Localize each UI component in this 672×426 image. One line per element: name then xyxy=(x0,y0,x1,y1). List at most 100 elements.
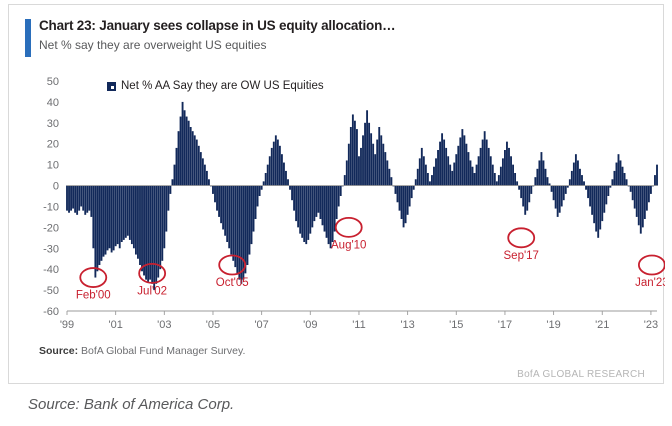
bar xyxy=(135,185,137,255)
bar xyxy=(319,185,322,219)
bar xyxy=(276,139,279,186)
bar xyxy=(301,185,304,238)
bar xyxy=(266,164,269,186)
bar xyxy=(449,164,452,186)
bar xyxy=(141,185,143,272)
bar xyxy=(499,166,502,186)
bar xyxy=(317,185,320,213)
bar xyxy=(254,185,257,219)
bar xyxy=(368,122,371,186)
bar xyxy=(508,147,510,186)
bar xyxy=(230,185,233,255)
bar xyxy=(187,120,190,186)
bar xyxy=(84,185,87,215)
bar xyxy=(431,175,433,186)
bar xyxy=(459,137,462,186)
bar xyxy=(633,185,636,209)
bar xyxy=(615,162,618,186)
y-axis-tick: 30 xyxy=(47,118,59,130)
bar xyxy=(163,185,166,249)
bar xyxy=(183,110,186,186)
bar xyxy=(522,185,525,207)
bar xyxy=(337,185,340,207)
bar xyxy=(378,127,381,186)
bar xyxy=(599,185,602,230)
bar xyxy=(424,164,427,186)
bar xyxy=(536,168,539,186)
bar xyxy=(585,185,587,190)
bar xyxy=(501,158,504,186)
bar xyxy=(226,185,229,242)
bar xyxy=(605,185,608,205)
bar xyxy=(388,168,391,186)
bar xyxy=(339,185,342,196)
bar xyxy=(329,185,332,249)
bar xyxy=(435,158,437,186)
bar xyxy=(321,185,324,226)
bar xyxy=(303,185,306,242)
bar xyxy=(581,175,583,186)
bar xyxy=(443,139,446,186)
bar xyxy=(285,170,287,186)
bar xyxy=(252,185,255,232)
research-watermark: BofA GLOBAL RESEARCH xyxy=(517,369,645,380)
bar xyxy=(270,147,273,186)
bar xyxy=(260,185,263,190)
bar xyxy=(309,185,312,234)
bar xyxy=(289,185,291,190)
bar xyxy=(504,150,506,186)
figure-caption: Source: Bank of America Corp. xyxy=(28,396,235,413)
bar xyxy=(159,185,162,270)
bar xyxy=(78,185,81,211)
bar xyxy=(441,133,444,186)
bar xyxy=(477,156,480,186)
bar xyxy=(327,185,330,245)
bar xyxy=(218,185,220,217)
bar xyxy=(70,185,72,211)
bar xyxy=(274,135,277,186)
bar xyxy=(408,185,411,207)
bar xyxy=(331,185,334,242)
bar xyxy=(534,177,537,186)
bar xyxy=(623,173,626,186)
bar xyxy=(481,139,484,186)
bar xyxy=(222,185,225,230)
bar xyxy=(579,168,581,186)
bar xyxy=(572,162,575,186)
chart-card: Chart 23: January sees collapse in US eq… xyxy=(8,4,665,384)
bar xyxy=(643,185,646,219)
bar xyxy=(116,185,119,245)
bar xyxy=(149,185,152,280)
bar xyxy=(473,173,476,186)
bar xyxy=(333,185,336,232)
bar xyxy=(232,185,235,261)
bar xyxy=(560,185,563,207)
bar xyxy=(406,185,409,215)
y-axis-tick: 20 xyxy=(47,139,59,151)
bar xyxy=(250,185,253,245)
legend-entry-label: Net % AA Say they are OW US Equities xyxy=(121,80,324,92)
bar xyxy=(412,185,415,190)
annotation-ellipse xyxy=(138,262,167,284)
bar xyxy=(422,156,425,186)
bar xyxy=(485,139,488,186)
bar xyxy=(114,185,117,247)
y-axis-tick: 40 xyxy=(47,97,59,109)
bar xyxy=(455,154,458,186)
bar xyxy=(426,173,429,186)
bar xyxy=(566,185,569,188)
bar xyxy=(216,185,218,211)
bar xyxy=(364,122,366,186)
bar xyxy=(297,185,300,228)
bar xyxy=(205,170,208,186)
bar xyxy=(386,160,389,186)
bar xyxy=(360,147,362,186)
bar xyxy=(112,185,115,251)
bar xyxy=(495,181,498,186)
bar xyxy=(376,139,379,186)
bar xyxy=(358,156,360,186)
bar xyxy=(356,129,358,186)
y-axis-tick: -20 xyxy=(43,222,59,234)
bar xyxy=(546,177,549,186)
bar xyxy=(96,185,99,272)
